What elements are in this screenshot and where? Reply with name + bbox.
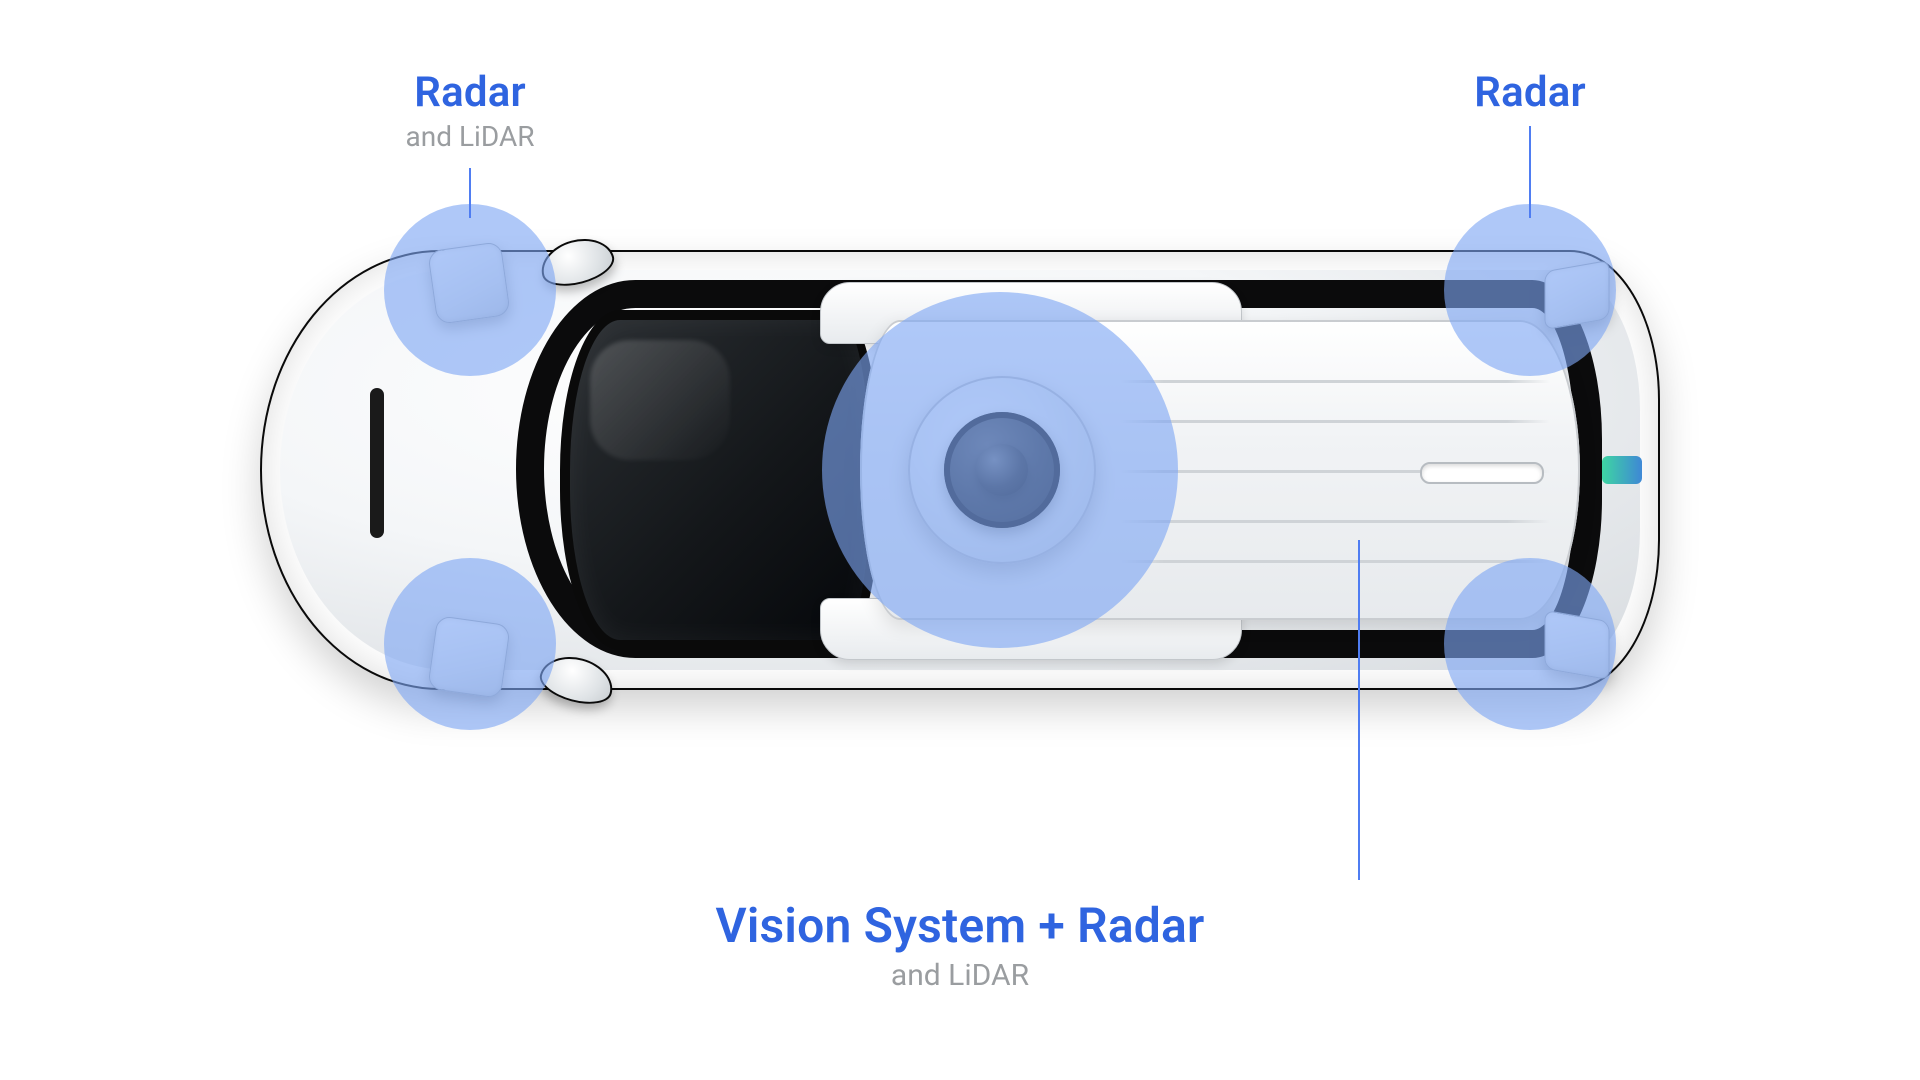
leader-line-top-left [469,168,471,218]
diagram-stage: Radar and LiDAR Radar Vision System + Ra… [0,0,1920,1080]
leader-line-top-right [1529,126,1531,218]
label-top-left: Radar and LiDAR [320,70,620,153]
roof-ridge [1120,420,1550,423]
hood-vent [370,388,384,538]
roof-ridge [1120,380,1550,383]
roof-ridge [1120,520,1550,523]
label-bottom-sub: and LiDAR [560,959,1360,992]
rear-logo-accent [1602,456,1642,484]
highlight-front-left [384,204,556,376]
label-top-right: Radar [1380,70,1680,122]
label-top-left-sub: and LiDAR [320,122,620,153]
label-bottom-center: Vision System + Radar and LiDAR [560,540,1360,992]
highlight-rear-left [384,558,556,730]
highlight-rear-right [1444,558,1616,730]
leader-line-bottom [1358,540,1360,880]
highlight-front-right [1444,204,1616,376]
label-top-right-title: Radar [1380,70,1680,116]
label-bottom-title: Vision System + Radar [560,900,1360,953]
rear-handle [1420,462,1544,484]
label-top-left-title: Radar [320,70,620,116]
